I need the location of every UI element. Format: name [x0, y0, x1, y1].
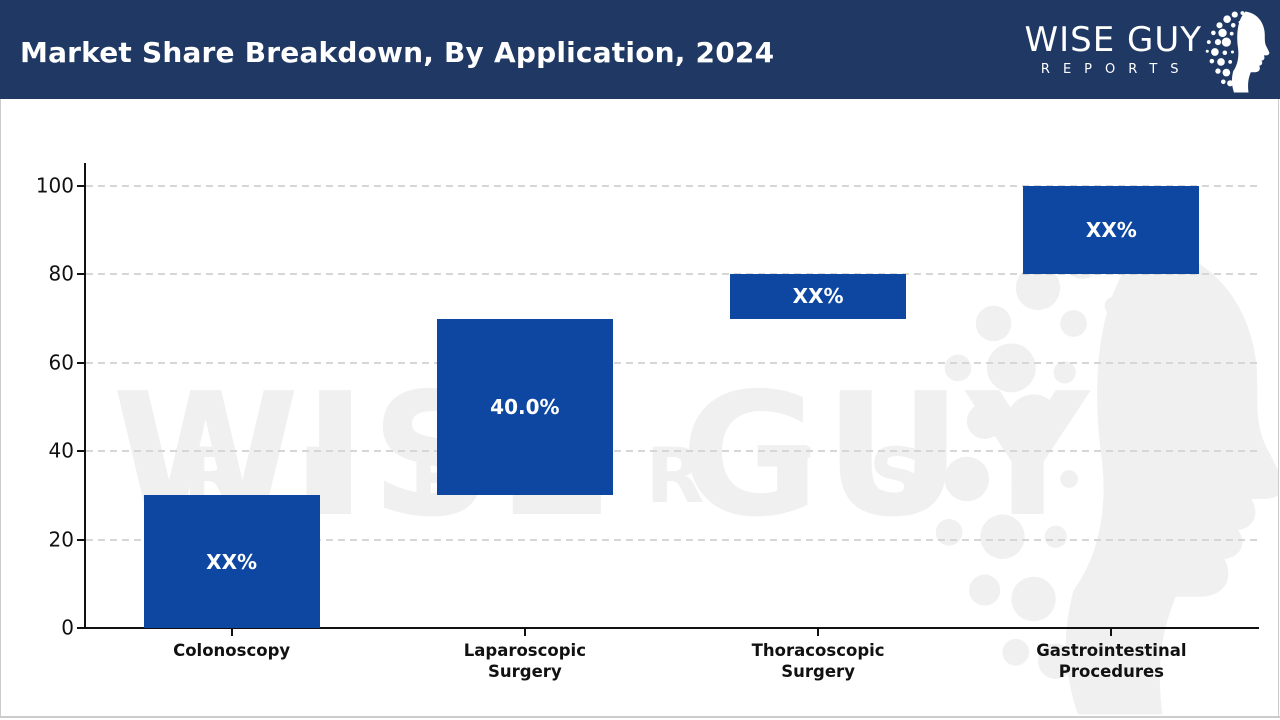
y-tick-100	[77, 185, 84, 187]
chart-title: Market Share Breakdown, By Application, …	[20, 36, 775, 69]
y-tick-label-20: 20	[48, 527, 74, 552]
logo-subtitle: REPORTS	[1040, 62, 1192, 77]
y-tick-label-60: 60	[48, 350, 74, 375]
bar-value-label: 40.0%	[490, 394, 560, 419]
bar-value-label: XX%	[1085, 218, 1137, 243]
y-axis-line	[84, 163, 86, 628]
y-tick-label-80: 80	[48, 261, 74, 286]
x-tick	[1110, 629, 1113, 636]
wise-guy-logo: WISE GUY REPORTS	[1005, 6, 1270, 94]
x-axis-line	[84, 627, 1259, 629]
bar-segment: XX%	[143, 495, 320, 628]
bar-segment: XX%	[1023, 186, 1200, 275]
x-tick	[523, 629, 526, 636]
y-tick-60	[77, 361, 84, 364]
right-border	[1278, 99, 1279, 718]
gridline-20	[86, 538, 1258, 541]
bar-value-label: XX%	[206, 549, 258, 574]
gridline-100	[86, 185, 1258, 187]
category-label: Gastrointestinal Procedures	[1036, 641, 1187, 682]
logo-wordmark: WISE GUY	[1024, 20, 1202, 60]
bar-segment: XX%	[730, 274, 907, 319]
y-tick-20	[77, 538, 84, 541]
header-band: Market Share Breakdown, By Application, …	[0, 0, 1280, 99]
bar-segment: 40.0%	[436, 318, 613, 496]
gridline-80	[86, 273, 1258, 276]
logo-text: WISE GUY REPORTS	[1024, 20, 1202, 77]
category-label: Thoracoscopic Surgery	[751, 641, 885, 682]
category-label: Laparoscopic Surgery	[463, 641, 586, 682]
gridline-60	[86, 361, 1258, 364]
left-border	[0, 99, 1, 718]
y-tick-label-100: 100	[35, 173, 74, 198]
gridline-40	[86, 450, 1258, 453]
y-tick-0	[77, 627, 84, 629]
y-tick-80	[77, 273, 84, 276]
y-tick-label-0: 0	[61, 615, 74, 640]
x-tick	[230, 629, 233, 636]
bar-value-label: XX%	[792, 284, 844, 309]
x-tick	[817, 629, 820, 636]
y-tick-40	[77, 450, 84, 453]
y-tick-label-40: 40	[48, 438, 74, 463]
plot-area: 0 20 40 60 80 100 XX% Colonoscopy 40.0% Laparosco…	[0, 99, 1280, 720]
category-label: Colonoscopy	[173, 641, 291, 660]
bottom-border	[0, 716, 1280, 718]
face-profile-icon	[1205, 11, 1270, 93]
